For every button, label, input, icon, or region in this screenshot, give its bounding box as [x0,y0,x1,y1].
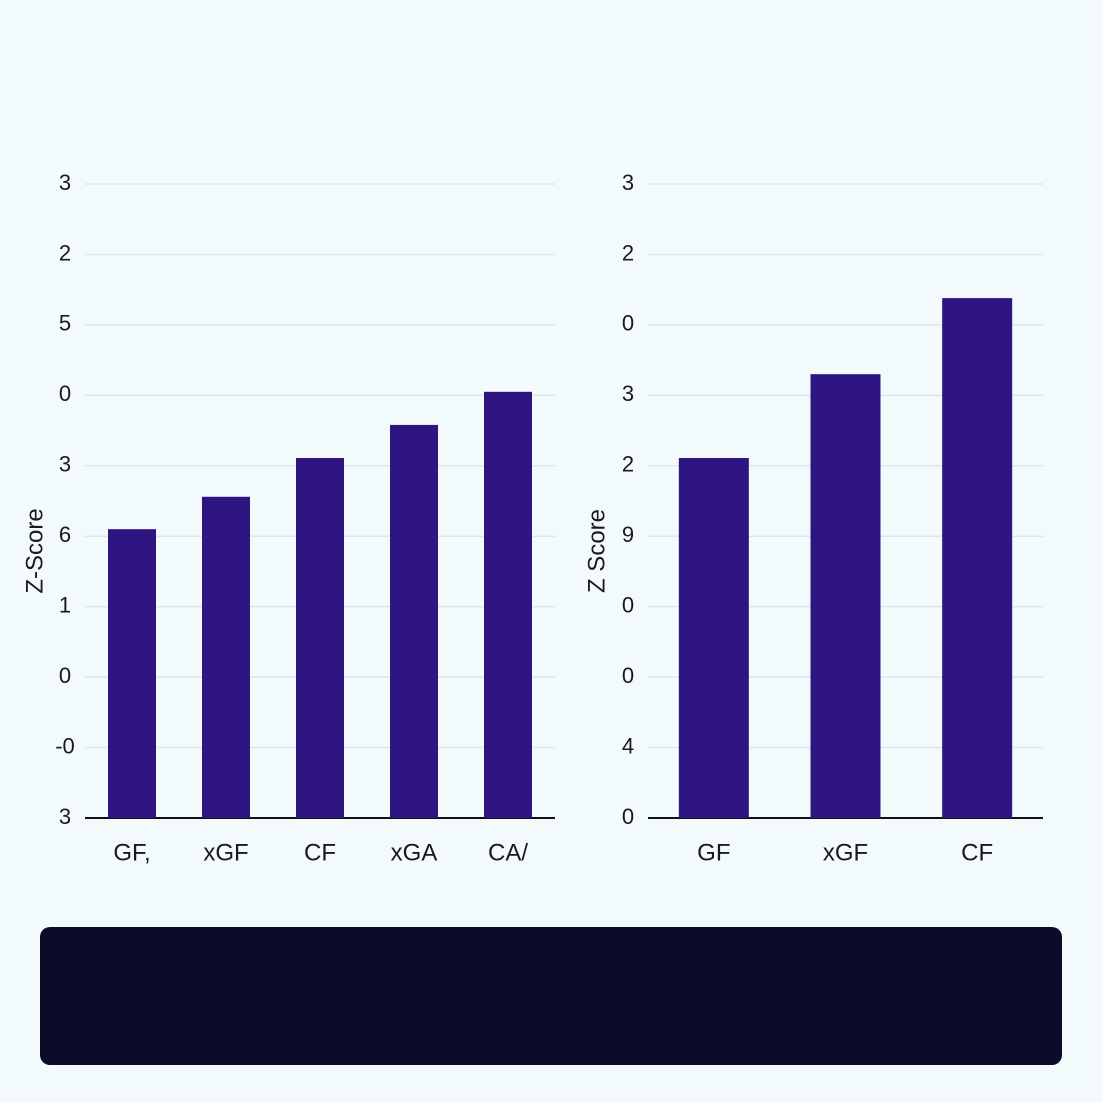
x-tick-label: xGF [203,839,248,866]
y-tick-label: 6 [59,522,71,547]
dark-panel [40,927,1062,1065]
x-tick-label: GF [697,839,730,866]
y-tick-label: 3 [59,452,71,477]
bar [810,374,881,818]
y-tick-label: 3 [622,381,634,406]
bar [108,529,156,818]
bar [296,458,344,818]
bar [390,424,438,818]
y-tick-label: 0 [622,592,634,617]
y-axis-label: Z-Score [21,508,48,593]
bar [202,496,250,818]
y-tick-label: 3 [59,170,71,195]
y-tick-label: 0 [622,804,634,829]
bar [678,458,749,818]
y-axis-label: Z Score [583,509,610,593]
y-tick-label: 5 [59,311,71,336]
y-tick-label: 0 [622,311,634,336]
y-tick-label: 0 [59,663,71,688]
y-tick-label: 3 [622,170,634,195]
bar [942,298,1013,818]
y-tick-label: 1 [59,592,71,617]
bar [484,391,532,818]
y-tick-label: -0 [55,733,75,758]
y-tick-label: 4 [622,733,634,758]
x-tick-label: CF [304,839,336,866]
x-tick-label: GF, [113,839,150,866]
x-tick-label: CA/ [488,839,528,866]
y-tick-label: 3 [59,804,71,829]
y-tick-label: 9 [622,522,634,547]
y-tick-label: 0 [59,381,71,406]
y-tick-label: 2 [622,452,634,477]
y-tick-label: 2 [622,240,634,265]
y-tick-label: 0 [622,663,634,688]
x-tick-label: CF [961,839,993,866]
x-tick-label: xGF [823,839,868,866]
x-tick-label: xGA [391,839,438,866]
y-tick-label: 2 [59,240,71,265]
